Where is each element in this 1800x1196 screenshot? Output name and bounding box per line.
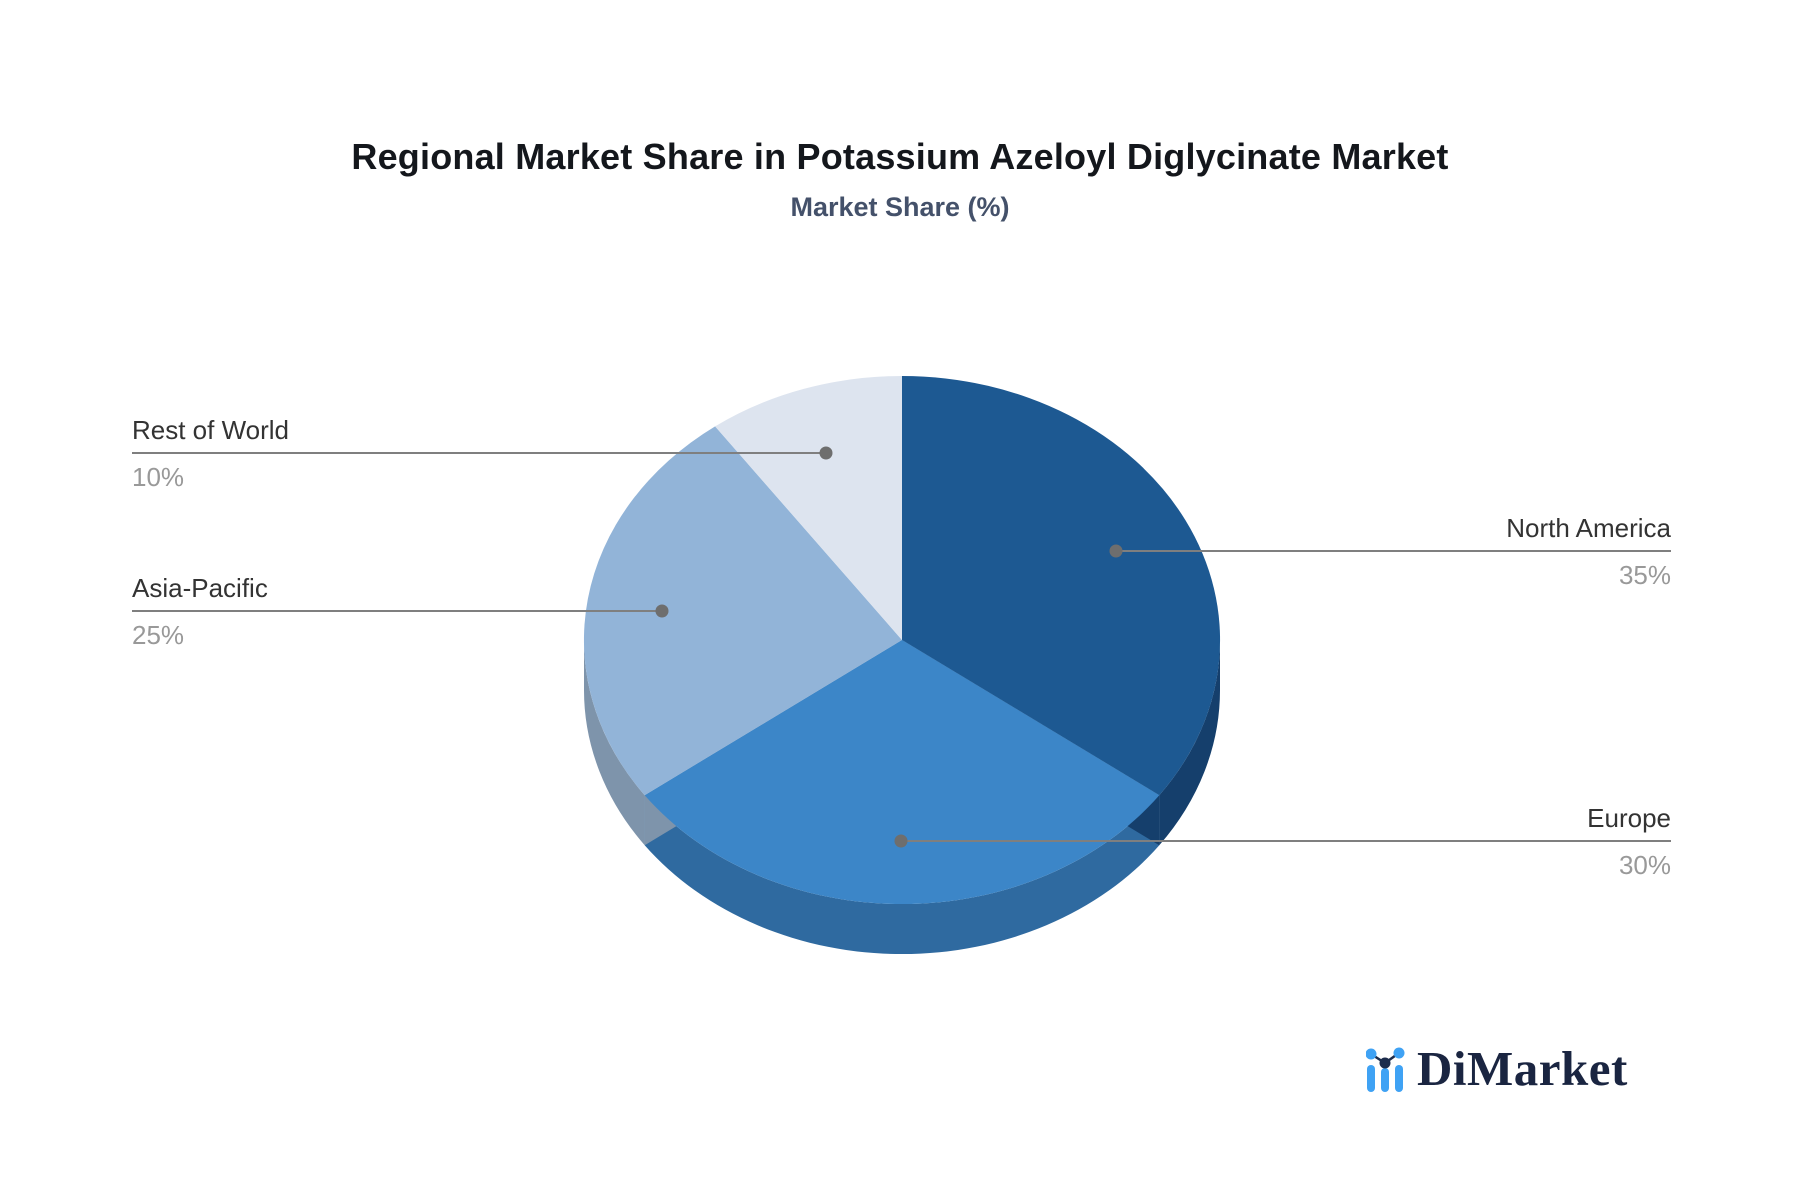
asia-pacific-leader-dot xyxy=(655,604,669,618)
europe-percent: 30% xyxy=(1618,850,1671,880)
rest-of-world-leader-dot xyxy=(819,446,833,460)
rest-of-world-percent: 10% xyxy=(132,462,185,492)
chart-subtitle: Market Share (%) xyxy=(790,192,1010,222)
north-america-label: North America xyxy=(1506,513,1671,543)
europe-label: Europe xyxy=(1587,803,1671,833)
mini-bar-chart-icon xyxy=(1366,1047,1405,1092)
rest-of-world-slice[interactable] xyxy=(715,376,902,640)
asia-pacific-label: Asia-Pacific xyxy=(132,573,268,603)
asia-pacific-percent: 25% xyxy=(132,620,185,650)
north-america-leader-dot xyxy=(1109,544,1123,558)
europe-slice[interactable] xyxy=(644,640,1160,905)
brand-logo-text: DiMarket xyxy=(1417,1041,1628,1096)
chart-title: Regional Market Share in Potassium Azelo… xyxy=(351,136,1449,177)
asia-pacific-slice[interactable] xyxy=(583,426,902,796)
rest-of-world-label: Rest of World xyxy=(132,415,290,445)
north-america-percent: 35% xyxy=(1618,560,1671,590)
north-america-slice[interactable] xyxy=(902,376,1221,796)
asia-pacific-slice-side xyxy=(584,640,645,846)
europe-leader-dot xyxy=(894,834,908,848)
europe-slice-side xyxy=(644,795,1160,955)
north-america-slice-side xyxy=(1159,640,1220,846)
brand-logo: DiMarket xyxy=(1366,1041,1628,1096)
